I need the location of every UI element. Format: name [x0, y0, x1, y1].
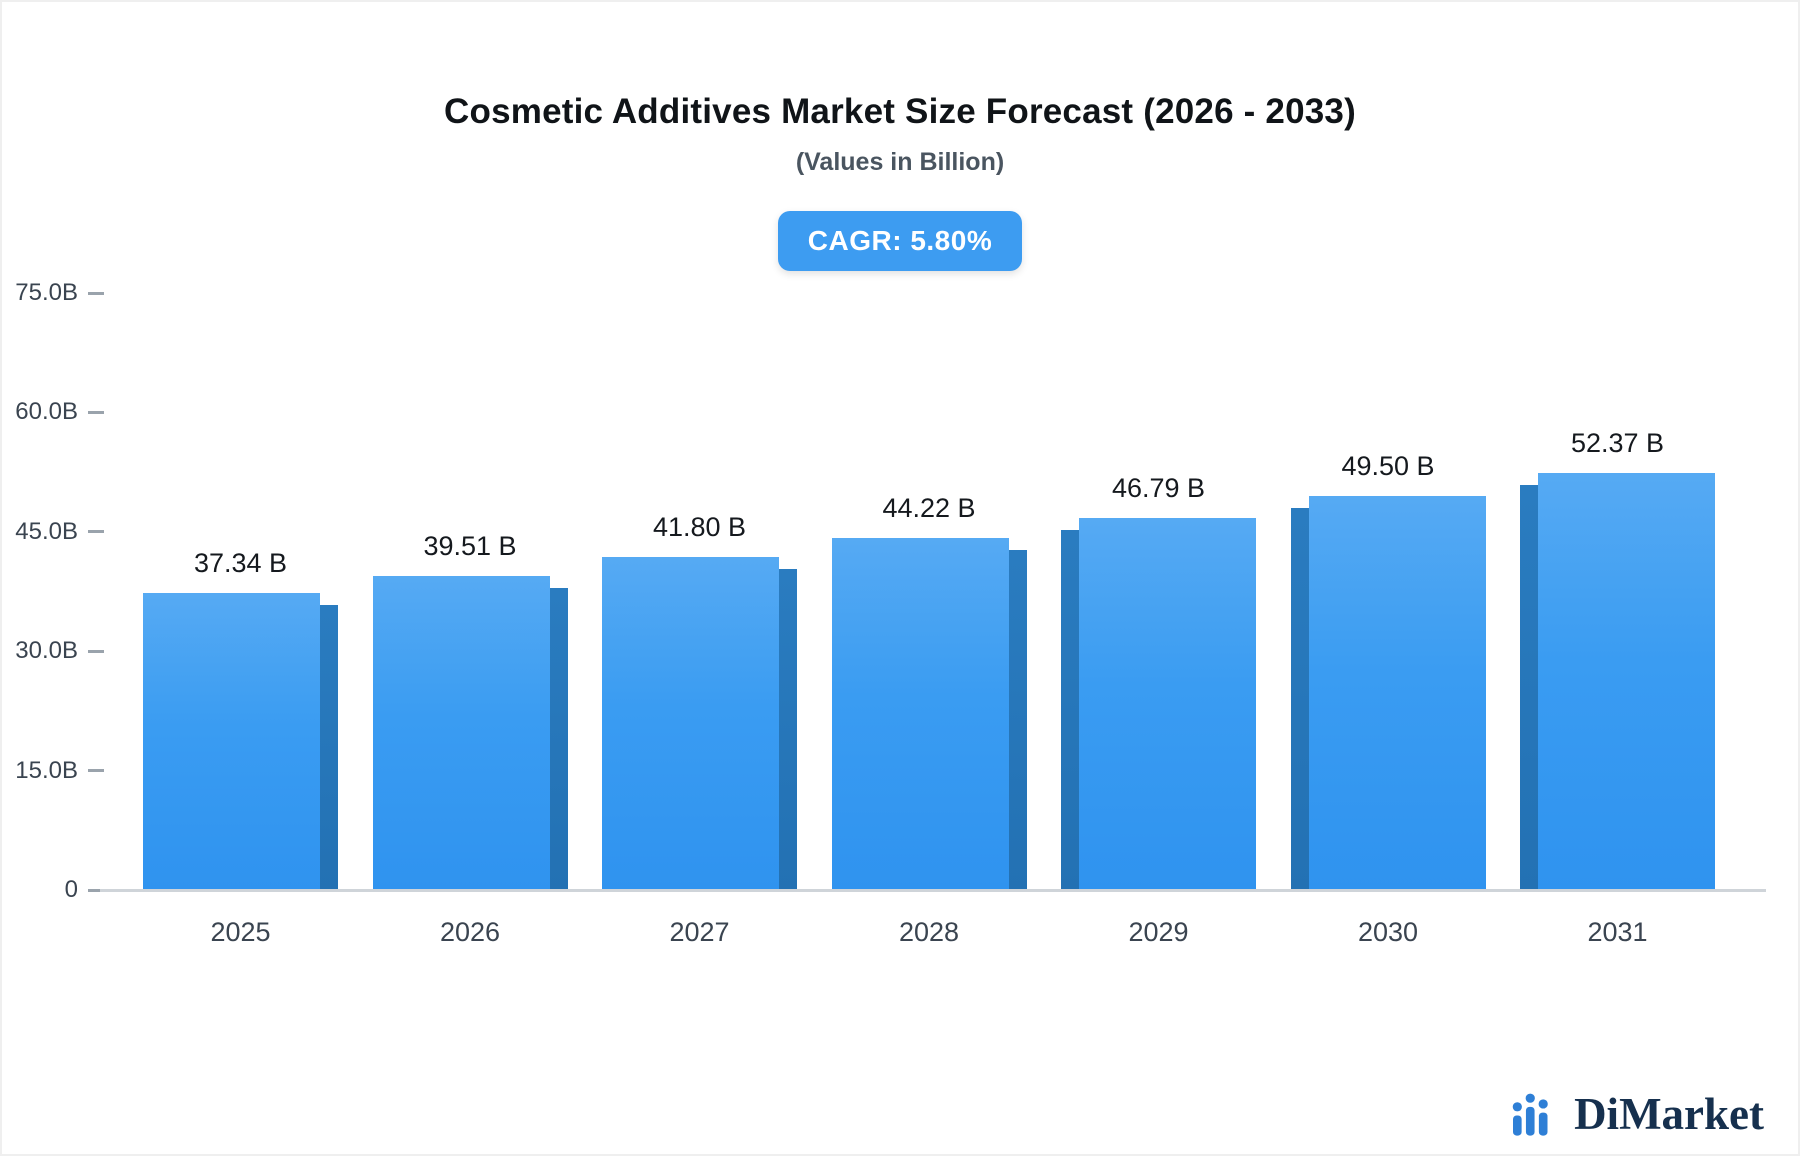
chart-subtitle: (Values in Billion) — [795, 148, 1005, 176]
bar — [372, 575, 550, 890]
bar — [1308, 495, 1486, 890]
x-axis-label: 2028 — [898, 917, 960, 947]
y-axis-tick-label: 45.0B — [15, 517, 78, 545]
bar — [831, 538, 1009, 890]
bar-value-label: 52.37 B — [1570, 428, 1665, 459]
bar-column: 37.34 B 2025 — [143, 293, 338, 947]
mini-bar-chart-icon — [1512, 1093, 1548, 1136]
y-axis-tick-mark — [88, 769, 104, 773]
bar-value-label: 37.34 B — [193, 547, 288, 578]
y-axis-tick-mark — [88, 649, 104, 653]
y-axis-tick-mark — [88, 291, 104, 295]
chart-title: Cosmetic Additives Market Size Forecast … — [444, 92, 1356, 131]
x-axis-label: 2025 — [210, 917, 271, 947]
y-axis-tick: 0 — [0, 875, 104, 905]
bar — [143, 592, 320, 890]
x-axis-baseline — [100, 889, 1766, 892]
y-axis-tick: 75.0B — [0, 278, 104, 308]
cagr-badge: CAGR: 5.80% — [777, 211, 1023, 271]
plot-area: 37.34 B 2025 39.51 B 2026 41.80 B 2027 44.22 B… — [108, 293, 1755, 947]
x-axis-label: 2029 — [1128, 917, 1189, 947]
bar — [602, 557, 779, 890]
y-axis-tick-mark — [88, 888, 104, 892]
bar-column: 52.37 B 2031 — [1520, 293, 1715, 947]
y-axis-tick-mark — [88, 410, 104, 414]
bar-value-label: 39.51 B — [423, 530, 517, 561]
x-axis-label: 2026 — [439, 917, 501, 947]
y-axis-tick-label: 0 — [64, 876, 78, 903]
bar-3d-side — [779, 569, 797, 890]
x-axis-label: 2030 — [1357, 917, 1419, 947]
brand-logo: DiMarket — [1510, 1088, 1764, 1140]
x-axis-label: 2031 — [1587, 917, 1648, 947]
bar-value-label: 46.79 B — [1111, 472, 1206, 503]
bar — [1538, 473, 1715, 890]
y-axis-tick: 30.0B — [0, 636, 104, 666]
bar-value-label: 41.80 B — [652, 512, 747, 543]
bar-3d-side — [320, 604, 338, 890]
y-axis-tick: 60.0B — [0, 397, 104, 427]
y-axis-tick-label: 75.0B — [15, 279, 78, 306]
y-axis-tick: 15.0B — [0, 756, 104, 786]
y-axis-tick-label: 15.0B — [15, 756, 78, 784]
bar-column: 46.79 B 2029 — [1061, 293, 1256, 947]
bar-3d-side — [549, 587, 568, 890]
y-axis-tick-mark — [88, 530, 104, 534]
bar-column: 39.51 B 2026 — [372, 293, 568, 947]
x-axis-label: 2027 — [669, 917, 730, 947]
bar — [1079, 517, 1256, 890]
bar-column: 41.80 B 2027 — [602, 293, 797, 947]
bar-3d-side — [1520, 485, 1538, 890]
chart-header: Cosmetic Additives Market Size Forecast … — [0, 92, 1800, 271]
y-axis-tick-label: 30.0B — [15, 637, 78, 665]
bar-value-label: 44.22 B — [882, 493, 976, 524]
bar-column: 49.50 B 2030 — [1290, 293, 1486, 947]
brand-name: DiMarket — [1574, 1089, 1764, 1139]
y-axis-tick: 45.0B — [0, 517, 104, 547]
y-axis-tick-label: 60.0B — [15, 398, 78, 426]
bar-3d-side — [1290, 507, 1309, 890]
bar-value-label: 49.50 B — [1341, 450, 1435, 481]
bar-3d-side — [1008, 550, 1027, 890]
bar-3d-side — [1061, 529, 1079, 890]
bar-column: 44.22 B 2028 — [831, 293, 1027, 947]
